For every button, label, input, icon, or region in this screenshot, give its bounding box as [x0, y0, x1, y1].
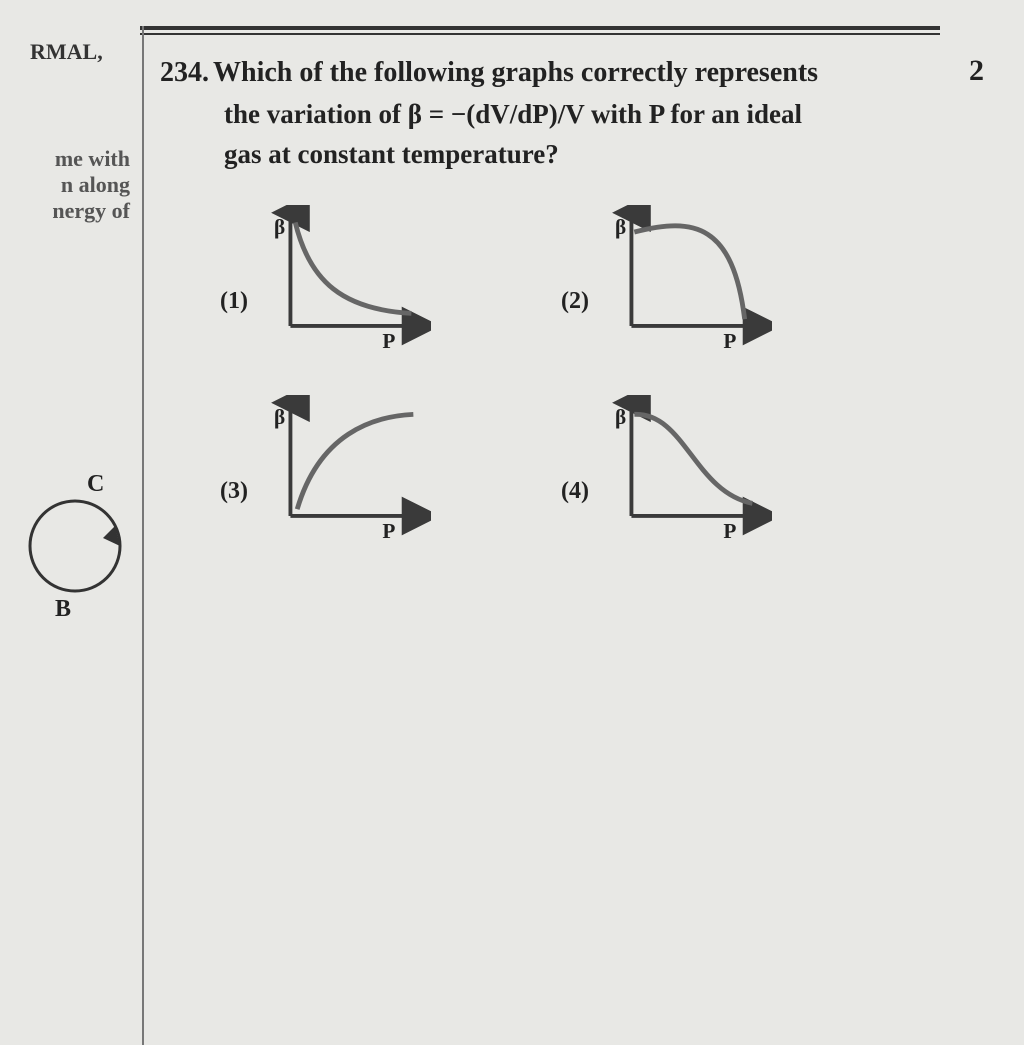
option-3-label: (3) — [220, 478, 248, 545]
graph-2: β P — [607, 205, 772, 355]
right-margin-digit: 2 — [969, 54, 984, 88]
question-line3: gas at constant temperature? — [224, 134, 994, 175]
curve-3 — [297, 414, 413, 509]
y-label: β — [615, 215, 626, 239]
column-divider — [142, 26, 144, 1045]
left-margin-fragment: me with n along nergy of — [30, 146, 130, 224]
question-line2: the variation of β = −(dV/dP)/V with P f… — [224, 94, 994, 135]
graph-4: β P — [607, 395, 772, 545]
circle-label-c: C — [87, 471, 104, 497]
question-block: 234. Which of the following graphs corre… — [160, 45, 994, 545]
option-3: (3) β P — [220, 395, 431, 545]
question-line1: Which of the following graphs correctly … — [213, 57, 818, 88]
x-label: P — [723, 519, 736, 543]
y-label: β — [274, 215, 285, 239]
option-2: (2) β P — [561, 205, 772, 355]
question-number: 234. — [160, 57, 209, 88]
graph-1: β P — [266, 205, 431, 355]
option-4-label: (4) — [561, 478, 589, 545]
curve-2 — [634, 225, 744, 318]
y-label: β — [615, 405, 626, 429]
x-label: P — [382, 329, 395, 353]
rule-top-thick — [140, 26, 940, 30]
left-frag-3: nergy of — [30, 198, 130, 224]
option-2-label: (2) — [561, 288, 589, 355]
circle-diagram: C B — [25, 456, 135, 626]
section-label: RMAL, — [30, 34, 130, 69]
graph-3: β P — [266, 395, 431, 545]
y-label: β — [274, 405, 285, 429]
option-1-label: (1) — [220, 288, 248, 355]
curve-4 — [634, 414, 752, 503]
x-label: P — [723, 329, 736, 353]
options-grid: (1) β P — [220, 205, 994, 545]
option-4: (4) β P — [561, 395, 772, 545]
circle-label-b: B — [55, 596, 71, 622]
option-1: (1) β P — [220, 205, 431, 355]
rule-top-thin — [140, 33, 940, 35]
x-label: P — [382, 519, 395, 543]
left-frag-2: n along — [30, 172, 130, 198]
left-frag-1: me with — [30, 146, 130, 172]
curve-1 — [295, 222, 411, 313]
